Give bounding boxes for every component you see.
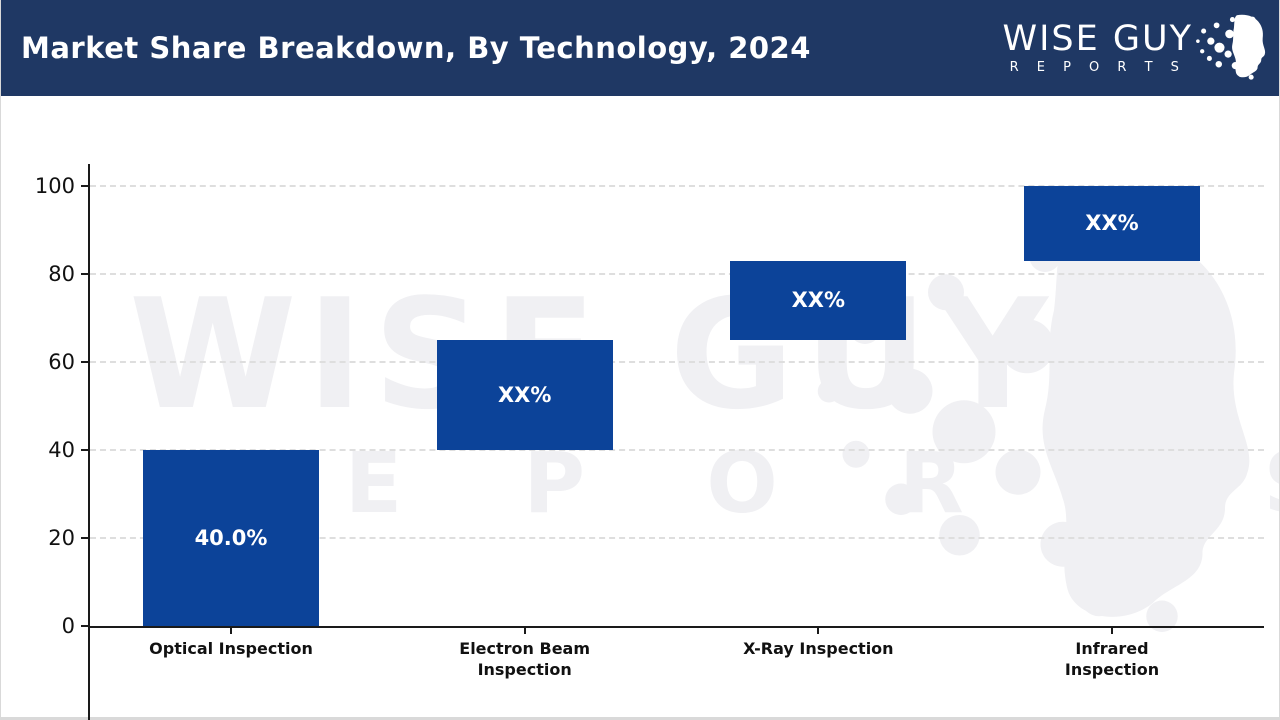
y-tick-100	[81, 185, 88, 187]
y-tick-label-0: 0	[61, 614, 75, 638]
x-tick-4	[1111, 628, 1113, 634]
bar-x-ray-inspection: XX%	[730, 260, 907, 340]
x-tick-2	[523, 628, 526, 634]
bar-optical-inspection: 40.0%	[143, 450, 319, 626]
x-tick-1	[230, 628, 232, 634]
plot-area: 0 20 40 60 80 100 40.0% Optical Inspection XX% El…	[1, 96, 1279, 720]
logo-wordmark: WISE GUY	[1002, 18, 1193, 59]
x-axis-line	[88, 626, 1264, 628]
bar-value-label: XX%	[1085, 211, 1139, 236]
bar-value-label: XX%	[791, 288, 846, 313]
logo-text: WISE GUY R E P O R T S	[1002, 18, 1193, 75]
y-tick-label-20: 20	[48, 526, 75, 550]
y-tick-0	[81, 625, 88, 627]
y-tick-label-100: 100	[34, 174, 75, 198]
gridline-40	[90, 449, 1264, 451]
bar-value-label: XX%	[497, 383, 552, 407]
gridline-80	[90, 273, 1264, 275]
y-tick-label-60: 60	[48, 350, 75, 374]
y-tick-20	[81, 537, 88, 539]
y-tick-80	[81, 273, 88, 275]
x-category-label: Optical Inspection	[149, 639, 313, 658]
gridline-20	[90, 537, 1264, 539]
y-tick-40	[81, 449, 88, 451]
gridline-100	[90, 185, 1264, 187]
header-bar: Market Share Breakdown, By Technology, 2…	[1, 0, 1279, 96]
y-tick-60	[81, 361, 88, 363]
logo-subtitle: R E P O R T S	[1009, 59, 1186, 75]
y-axis-line	[88, 164, 90, 720]
chart-area: WISE GUY R E P O R T S 0 20 40 60 80 100 40.0%…	[1, 96, 1279, 720]
bar-value-label: 40.0%	[194, 526, 268, 550]
y-tick-label-80: 80	[48, 262, 75, 286]
x-tick-3	[817, 628, 820, 634]
page-title: Market Share Breakdown, By Technology, 2…	[21, 31, 811, 65]
bar-infrared-inspection: XX%	[1024, 186, 1200, 261]
logo-head-icon	[1196, 14, 1266, 80]
x-category-label: Electron Beam Inspection	[459, 639, 591, 679]
x-category-label: Infrared Inspection	[1064, 639, 1160, 679]
x-category-label: X-Ray Inspection	[743, 639, 894, 658]
bar-electron-beam-inspection: XX%	[436, 340, 613, 450]
wiseguy-logo: WISE GUY R E P O R T S	[1002, 10, 1267, 86]
y-tick-label-40: 40	[48, 438, 75, 462]
gridline-60	[90, 361, 1264, 363]
